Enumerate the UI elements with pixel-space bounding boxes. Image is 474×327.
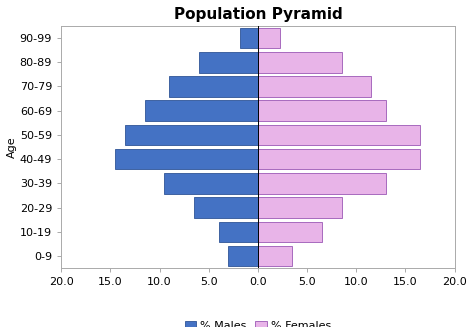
Bar <box>145 100 258 121</box>
Bar <box>258 173 386 194</box>
Bar <box>194 197 258 218</box>
Bar <box>258 100 386 121</box>
Bar <box>125 125 258 145</box>
Title: Population Pyramid: Population Pyramid <box>173 7 342 22</box>
Bar <box>240 28 258 48</box>
Bar <box>258 221 322 242</box>
Bar <box>258 28 280 48</box>
Bar <box>258 197 342 218</box>
Legend: % Males, % Females: % Males, % Females <box>180 316 336 327</box>
Bar <box>258 149 420 169</box>
Bar <box>258 125 420 145</box>
Bar <box>199 52 258 73</box>
Bar <box>115 149 258 169</box>
Y-axis label: Age: Age <box>7 136 17 158</box>
Bar <box>258 246 292 266</box>
Bar <box>169 76 258 97</box>
Bar <box>228 246 258 266</box>
Bar <box>219 221 258 242</box>
Bar <box>258 52 342 73</box>
Bar <box>164 173 258 194</box>
Bar <box>258 76 371 97</box>
